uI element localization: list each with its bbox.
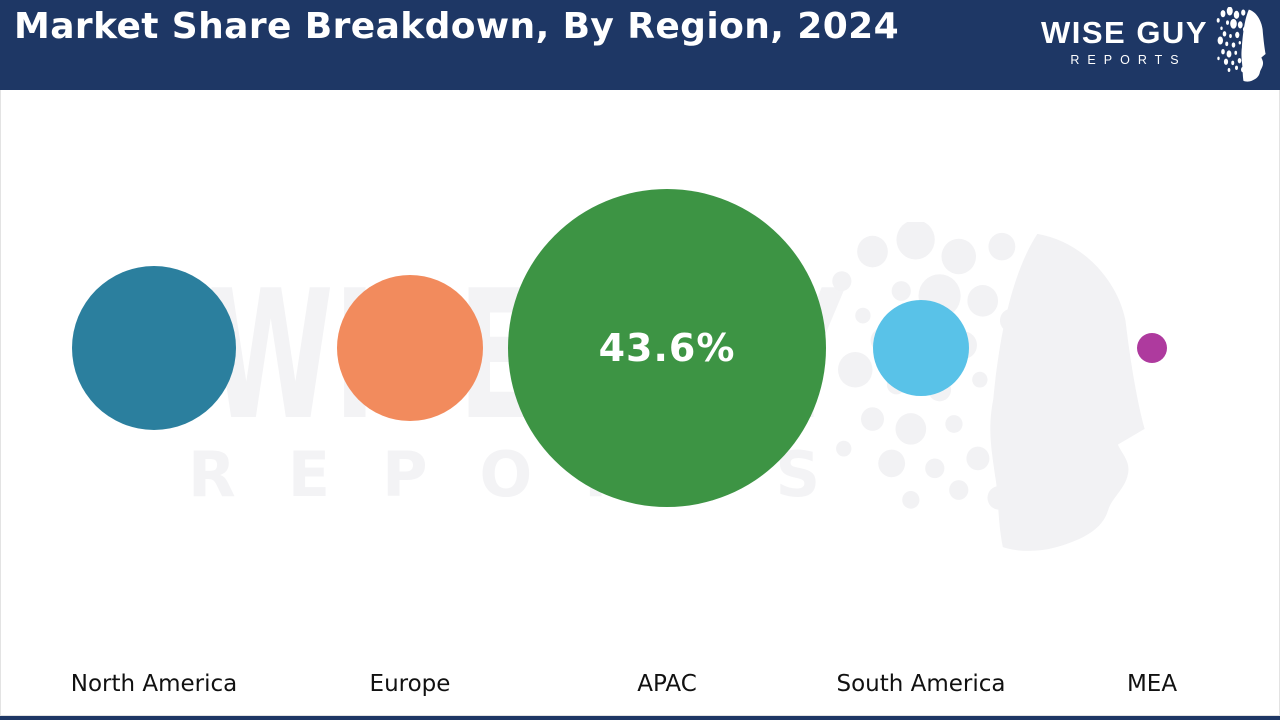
bubble-europe (337, 275, 483, 421)
footer-bar (0, 716, 1280, 720)
wiseguy-logo-text: WISE GUY REPORTS (1040, 15, 1208, 66)
category-label-mea: MEA (1126, 671, 1178, 697)
wiseguy-logo: WISE GUY REPORTS (1020, 0, 1270, 90)
header-bar: Market Share Breakdown, By Region, 2024 … (0, 0, 1280, 90)
bubble-mea (1137, 333, 1167, 363)
watermark-head-icon (832, 222, 1145, 551)
page-title: Market Share Breakdown, By Region, 2024 (14, 6, 900, 47)
bubble-value-apac: 43.6% (598, 326, 736, 370)
bubble-north-america (72, 266, 236, 430)
wiseguy-head-icon (1216, 7, 1266, 82)
logo-subtitle: REPORTS (1070, 52, 1187, 67)
category-label-apac: APAC (637, 671, 697, 697)
category-label-south-america: South America (836, 671, 1006, 697)
logo-wordmark: WISE GUY (1040, 15, 1208, 50)
category-label-europe: Europe (369, 671, 451, 697)
bubble-apac: 43.6% (508, 189, 826, 507)
bubble-south-america (873, 300, 969, 396)
category-label-north-america: North America (70, 671, 238, 697)
